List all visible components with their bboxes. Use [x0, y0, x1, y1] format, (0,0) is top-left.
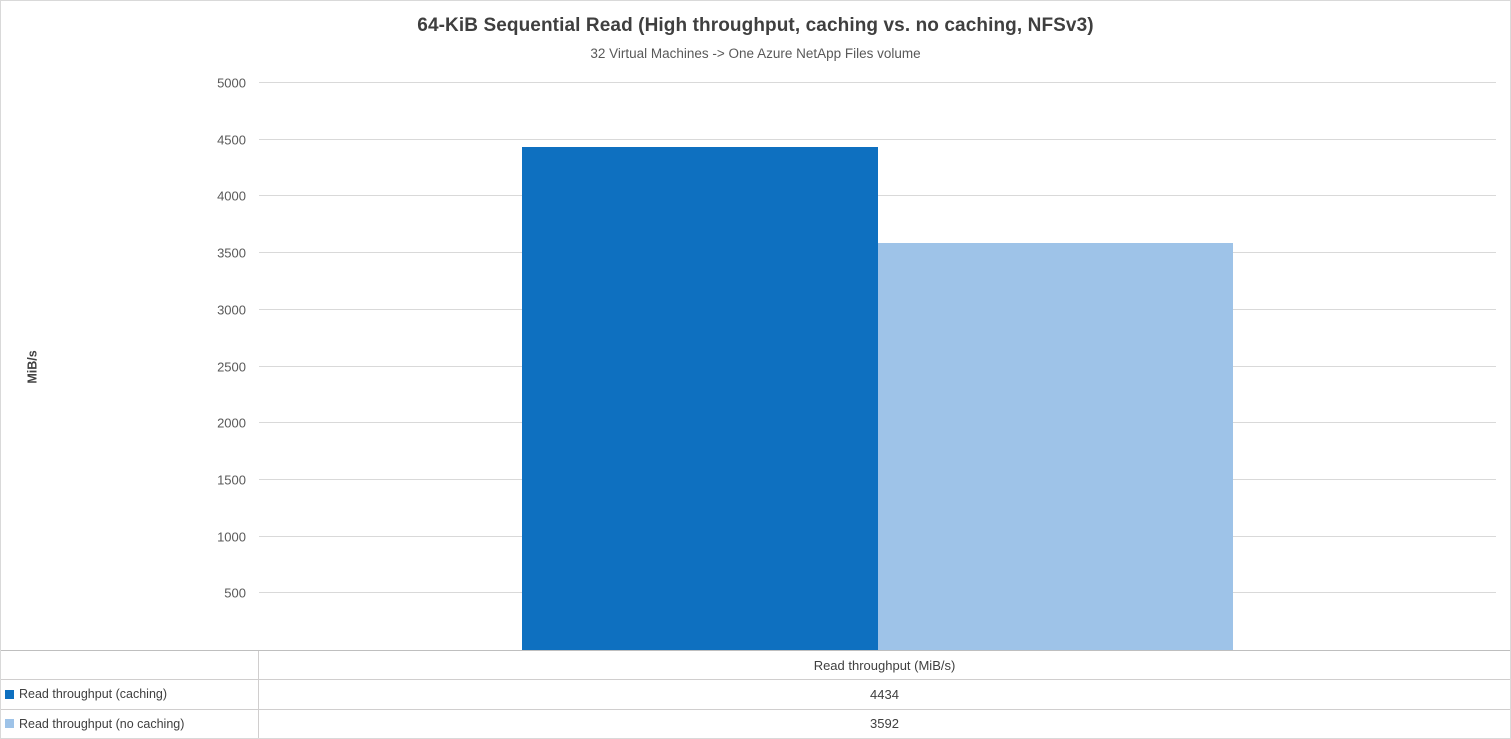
gridline — [259, 138, 1496, 140]
y-tick-label: 1000 — [217, 529, 246, 545]
gridline — [259, 195, 1496, 197]
y-tick-label: 4500 — [217, 132, 246, 148]
chart-subtitle: 32 Virtual Machines -> One Azure NetApp … — [590, 46, 921, 61]
table-header-cell: Read throughput (MiB/s) — [813, 657, 956, 673]
y-tick-label: 3000 — [217, 302, 246, 318]
legend-swatch-no-caching — [5, 719, 14, 729]
legend-swatch-caching — [5, 689, 14, 699]
value-cell-caching: 4434 — [870, 686, 899, 702]
legend-item-caching: Read throughput (caching) — [1, 680, 259, 709]
y-tick-label: 1500 — [217, 472, 246, 488]
y-tick-label: 500 — [224, 585, 246, 601]
data-table: Read throughput (MiB/s) Read throughput … — [1, 650, 1510, 738]
plot-area — [259, 82, 1496, 650]
table-row: Read throughput (no caching) 3592 — [1, 709, 1510, 738]
bar-group — [259, 83, 1496, 650]
legend-label-no-caching: Read throughput (no caching) — [19, 716, 185, 731]
bar-read-throughput-caching — [522, 147, 878, 650]
y-tick-label: 2500 — [217, 359, 246, 374]
legend-label-caching: Read throughput (caching) — [19, 687, 168, 702]
y-tick-label: 4000 — [217, 188, 246, 204]
table-header-row: Read throughput (MiB/s) — [1, 651, 1510, 681]
table-corner-cell — [1, 651, 259, 680]
y-tick-label: 3500 — [217, 245, 246, 261]
y-axis-ticks: 500 1000 1500 2000 2500 3000 3500 4000 4500 5000 — [1, 76, 246, 650]
value-cell-no-caching: 3592 — [870, 716, 899, 732]
gridline — [259, 82, 1496, 83]
chart-title: 64-KiB Sequential Read (High throughput,… — [417, 15, 1094, 36]
bar-read-throughput-no-caching — [877, 242, 1233, 650]
legend-item-no-caching: Read throughput (no caching) — [1, 709, 259, 738]
y-tick-label: 5000 — [217, 75, 246, 91]
table-row: Read throughput (caching) 4434 — [1, 680, 1510, 710]
y-tick-label: 2000 — [217, 415, 246, 431]
